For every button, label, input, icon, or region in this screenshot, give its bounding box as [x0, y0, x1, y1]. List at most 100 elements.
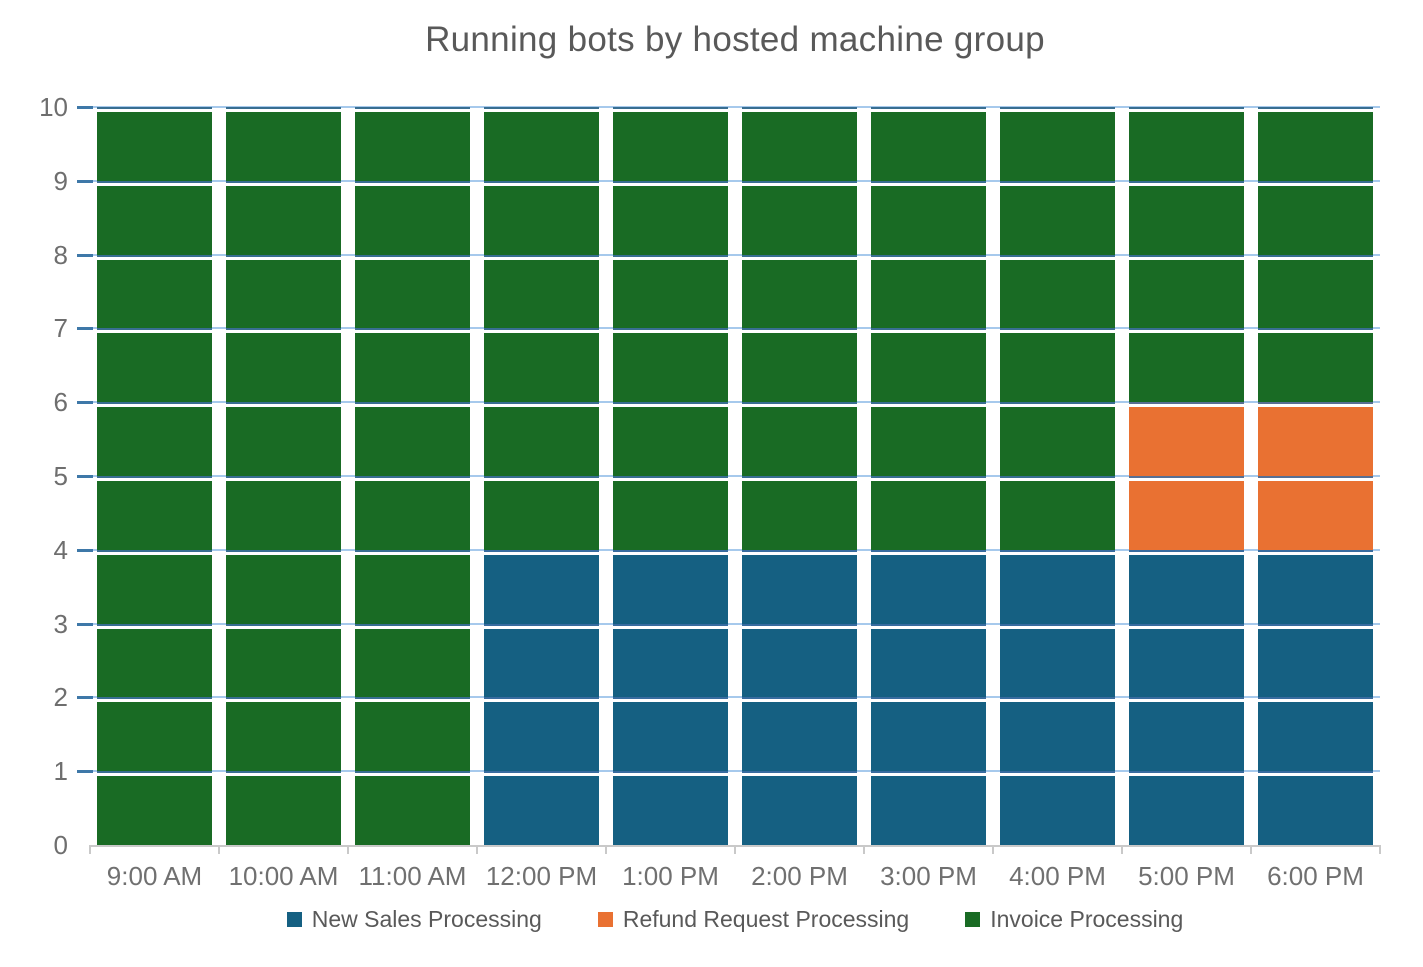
bar-unit-cell — [613, 107, 728, 181]
bar-unit-cell — [1000, 623, 1115, 698]
bar-unit-cell — [226, 328, 341, 403]
bar-unit-cell — [355, 402, 470, 477]
bar-unit-cell — [1258, 549, 1373, 624]
legend-item-refund-request: Refund Request Processing — [597, 906, 910, 933]
legend-swatch-invoice — [965, 912, 981, 927]
bar-unit-cell — [871, 180, 986, 255]
bar-unit-cell — [1129, 328, 1244, 403]
bar-unit-cell — [355, 623, 470, 698]
bar-unit-cell — [1000, 697, 1115, 772]
bar-unit-cell — [742, 107, 857, 181]
x-axis-tick — [863, 845, 865, 854]
bar-unit-cell — [871, 254, 986, 329]
x-axis-tick — [1121, 845, 1123, 854]
y-axis-label-0: 0 — [53, 830, 68, 860]
bar-2-00-pm — [735, 107, 864, 845]
x-axis-tick — [347, 845, 349, 854]
x-axis-tick — [992, 845, 994, 854]
bar-11-00-am — [348, 107, 477, 845]
bar-10-00-am — [219, 107, 348, 845]
bar-unit-cell — [1258, 476, 1373, 550]
bar-unit-cell — [484, 180, 599, 255]
bar-unit-cell — [1129, 107, 1244, 181]
bar-unit-cell — [871, 328, 986, 403]
gridline-y3 — [90, 622, 1380, 625]
bar-unit-cell — [871, 549, 986, 624]
y-axis-label-10: 10 — [39, 92, 68, 122]
y-axis-tick — [77, 106, 93, 109]
bar-unit-cell — [484, 328, 599, 403]
bar-unit-cell — [1000, 107, 1115, 181]
bar-unit-cell — [97, 107, 212, 181]
bar-unit-cell — [742, 476, 857, 550]
legend: New Sales Processing Refund Request Proc… — [90, 906, 1380, 933]
bar-unit-cell — [613, 476, 728, 550]
bar-unit-cell — [613, 254, 728, 329]
bar-unit-cell — [1129, 549, 1244, 624]
bar-unit-cell — [355, 549, 470, 624]
bar-unit-cell — [484, 402, 599, 477]
bar-unit-cell — [484, 623, 599, 698]
x-axis-label-1-00-pm: 1:00 PM — [622, 861, 719, 891]
bar-5-00-pm — [1122, 107, 1251, 845]
y-axis-tick — [77, 622, 93, 626]
bar-unit-cell — [742, 697, 857, 772]
x-axis-label-5-00-pm: 5:00 PM — [1138, 861, 1235, 891]
bar-unit-cell — [1000, 254, 1115, 329]
bar-unit-cell — [226, 623, 341, 698]
bar-unit-cell — [613, 549, 728, 624]
y-axis-label-9: 9 — [53, 165, 68, 196]
x-axis-label-3-00-pm: 3:00 PM — [880, 861, 977, 891]
bar-unit-cell — [742, 180, 857, 255]
bar-unit-cell — [1129, 771, 1244, 845]
bar-unit-cell — [1258, 328, 1373, 403]
bar-unit-cell — [742, 254, 857, 329]
bar-unit-cell — [1258, 402, 1373, 477]
gridline-y9 — [90, 179, 1380, 182]
bar-unit-cell — [355, 697, 470, 772]
bar-unit-cell — [226, 402, 341, 477]
bar-unit-cell — [1129, 697, 1244, 772]
gridline-y5 — [90, 475, 1380, 477]
bar-unit-cell — [613, 180, 728, 255]
bar-unit-cell — [97, 771, 212, 845]
bar-6-00-pm — [1251, 107, 1380, 845]
bar-unit-cell — [226, 254, 341, 329]
bar-unit-cell — [742, 549, 857, 624]
gridline-y8 — [90, 253, 1380, 256]
bar-unit-cell — [97, 254, 212, 329]
x-axis-tick — [1379, 845, 1381, 854]
x-axis-label-9-00-am: 9:00 AM — [106, 861, 203, 891]
bar-unit-cell — [355, 771, 470, 845]
bar-unit-cell — [484, 697, 599, 772]
bar-unit-cell — [1129, 402, 1244, 477]
bar-unit-cell — [1258, 107, 1373, 181]
legend-label-new-sales: New Sales Processing — [311, 906, 542, 932]
bar-unit-cell — [871, 697, 986, 772]
x-axis-label-6-00-pm: 6:00 PM — [1267, 861, 1364, 891]
bar-unit-cell — [1000, 328, 1115, 403]
legend-label-refund-request: Refund Request Processing — [622, 906, 910, 932]
bar-unit-cell — [1000, 771, 1115, 845]
bar-unit-cell — [742, 328, 857, 403]
bar-unit-cell — [355, 254, 470, 329]
x-axis-label-11-00-am: 11:00 AM — [358, 861, 467, 891]
bar-columns — [90, 107, 1380, 845]
bar-unit-cell — [613, 623, 728, 698]
legend-label-invoice: Invoice Processing — [990, 906, 1184, 932]
bar-unit-cell — [97, 402, 212, 477]
bar-unit-cell — [1000, 402, 1115, 477]
y-axis-tick — [77, 401, 93, 405]
x-axis-label-4-00-pm: 4:00 PM — [1009, 861, 1106, 891]
gridline-y7 — [90, 327, 1380, 330]
bar-4-00-pm — [993, 107, 1122, 845]
legend-item-new-sales: New Sales Processing — [286, 906, 542, 933]
bar-unit-cell — [97, 697, 212, 772]
bar-unit-cell — [742, 623, 857, 698]
bar-unit-cell — [226, 771, 341, 845]
bar-unit-cell — [1129, 476, 1244, 550]
bar-unit-cell — [355, 107, 470, 181]
y-axis-label-5: 5 — [53, 461, 68, 491]
gridline-y1 — [90, 770, 1380, 773]
